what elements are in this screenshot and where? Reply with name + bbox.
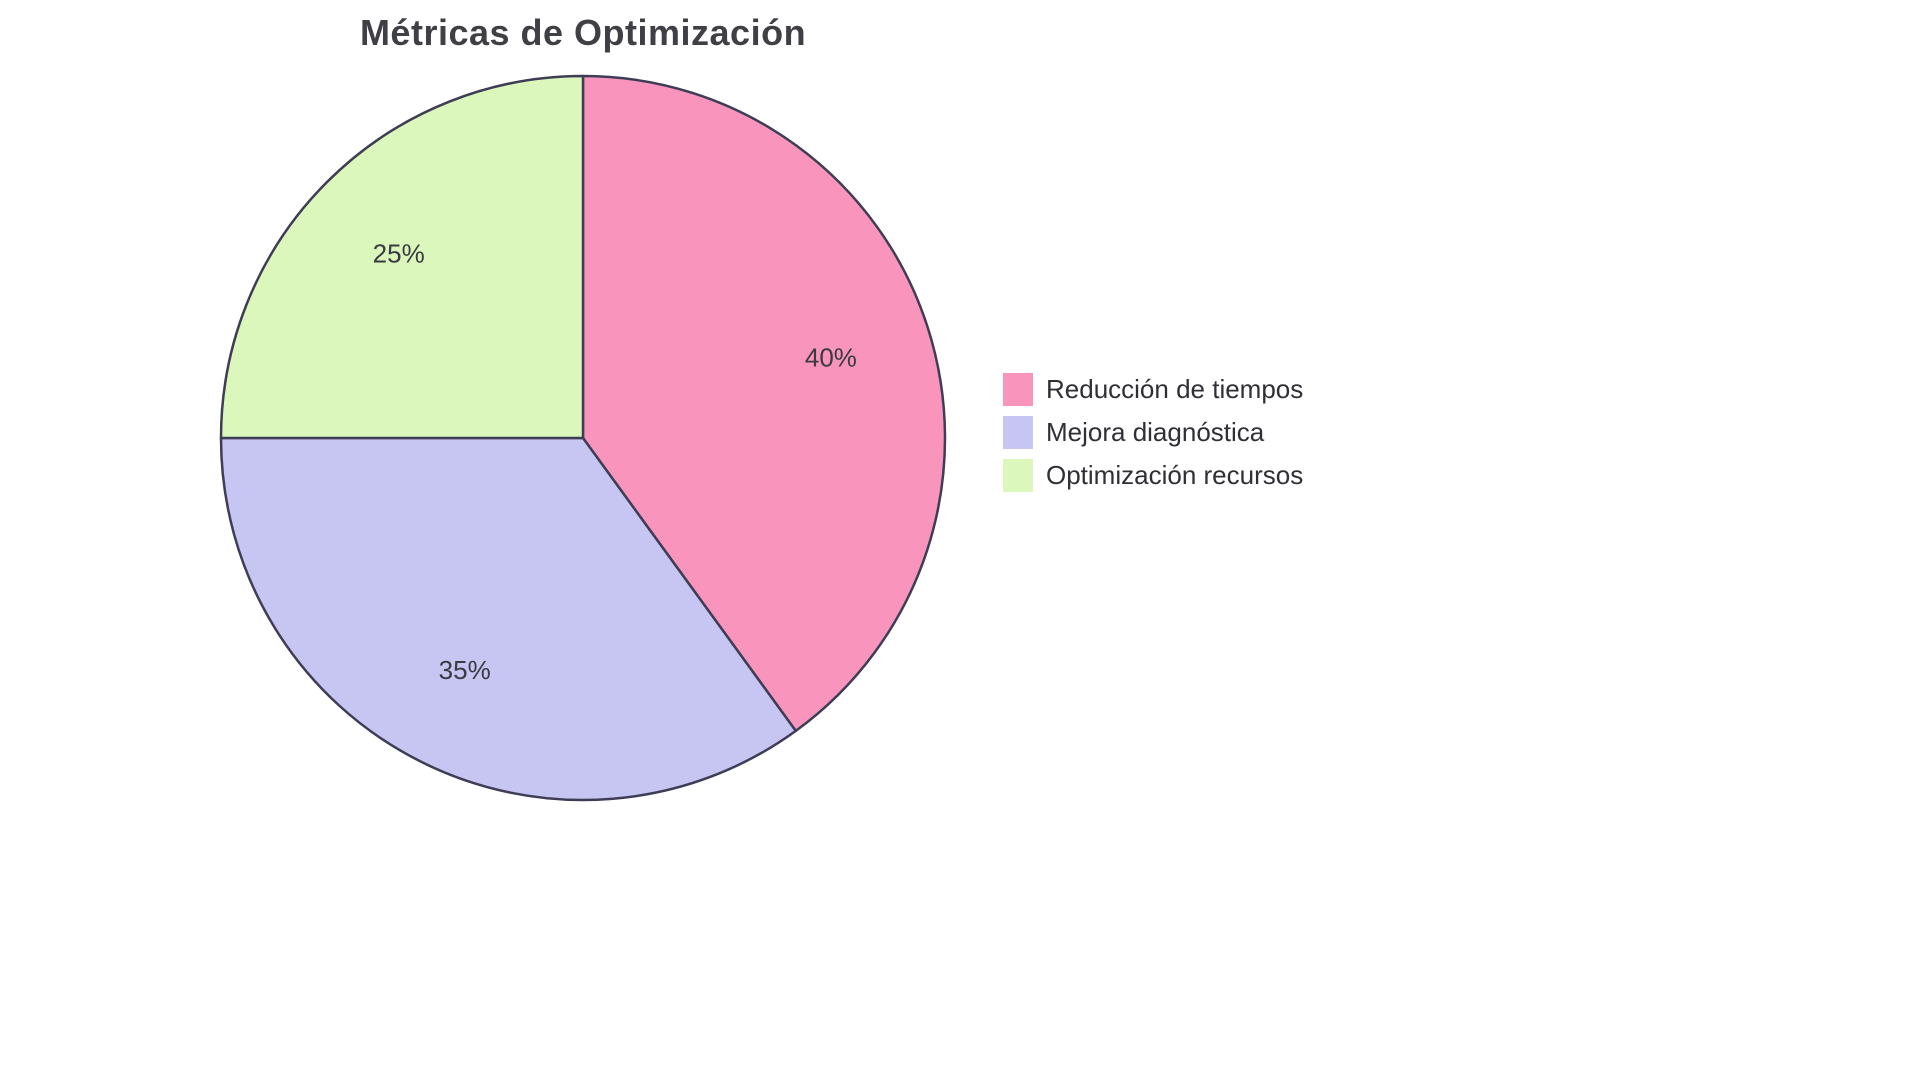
pie-slice-1 xyxy=(581,74,947,733)
legend-swatch xyxy=(1003,416,1033,449)
legend: Reducción de tiempos Mejora diagnóstica Op… xyxy=(1003,373,1303,492)
legend-swatch xyxy=(1003,373,1033,406)
legend-item: Mejora diagnóstica xyxy=(1003,416,1303,449)
slice-percentage-label: 40% xyxy=(805,343,857,373)
legend-label: Reducción de tiempos xyxy=(1046,374,1304,404)
legend-label: Mejora diagnóstica xyxy=(1046,417,1265,447)
legend-swatch xyxy=(1003,459,1033,492)
chart-title: Métricas de Optimización xyxy=(359,12,807,53)
legend-label: Optimización recursos xyxy=(1046,460,1304,490)
legend-item: Reducción de tiempos xyxy=(1003,373,1303,406)
pie-slice-3 xyxy=(219,74,585,440)
legend-item: Optimización recursos xyxy=(1003,459,1303,492)
pie-slice-2 xyxy=(219,436,798,802)
slice-percentage-label: 35% xyxy=(439,655,491,685)
slice-percentage-label: 25% xyxy=(373,239,425,269)
